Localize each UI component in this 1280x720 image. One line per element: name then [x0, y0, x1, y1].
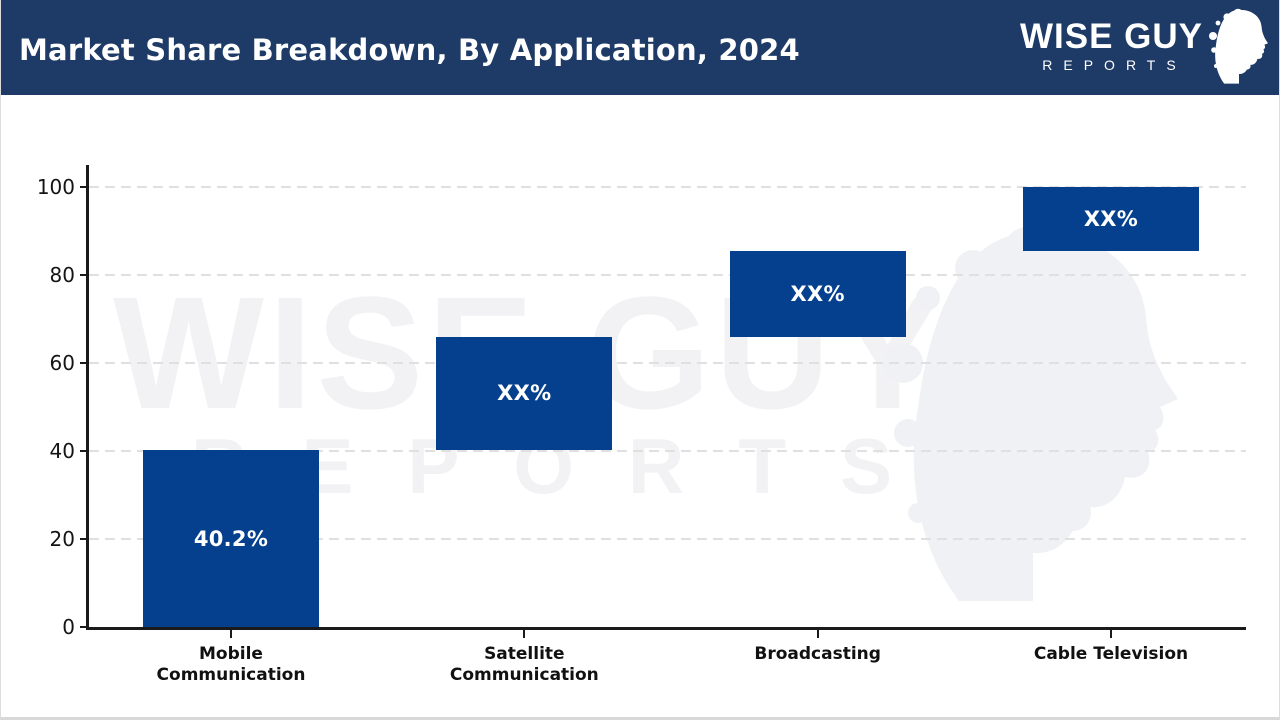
x-tickmark	[230, 630, 232, 638]
logo-head-icon	[1209, 8, 1268, 84]
y-tick-label: 20	[49, 527, 75, 551]
bar-value-label: XX%	[1083, 206, 1139, 231]
bar-value-label: XX%	[497, 381, 552, 406]
logo-wordmark: WISE GUY REPORTS	[1019, 16, 1203, 74]
bar: XX%	[1022, 187, 1199, 251]
bar: XX%	[729, 250, 906, 337]
x-category-label: Mobile Communication	[156, 644, 306, 686]
y-tick-label: 0	[62, 615, 75, 639]
x-category-label: Cable Television	[1033, 644, 1189, 664]
chart-title: Market Share Breakdown, By Application, …	[19, 33, 800, 67]
bar-value-label: 40.2%	[193, 526, 269, 551]
gridline	[89, 450, 1246, 452]
x-tickmark	[816, 630, 819, 638]
logo-wordmark-line1: WISE GUY	[1019, 16, 1203, 56]
gridline	[89, 186, 1246, 188]
x-category-label: Satellite Communication	[449, 644, 599, 686]
y-tick-label: 100	[36, 175, 75, 199]
logo-wordmark-line2: REPORTS	[1042, 57, 1187, 74]
y-axis-line	[86, 165, 89, 630]
gridline	[89, 274, 1246, 276]
y-tickmark	[80, 538, 89, 540]
x-tickmark	[1109, 630, 1112, 638]
y-tickmark	[80, 626, 89, 628]
y-tickmark	[80, 274, 89, 276]
gridline	[89, 538, 1246, 540]
bar: XX%	[436, 336, 613, 451]
chart-area: WISE GUY REPORTS 0 20 40 60 80 100 40.2% Mobile…	[1, 95, 1279, 717]
y-tickmark	[80, 362, 89, 364]
wise-guy-logo: WISE GUY REPORTS	[1020, 8, 1269, 84]
x-category-label: Broadcasting	[754, 644, 881, 664]
header: Market Share Breakdown, By Application, …	[1, 0, 1279, 95]
y-tickmark	[80, 450, 89, 452]
y-tick-label: 80	[49, 263, 75, 287]
y-tick-label: 60	[49, 351, 75, 375]
y-tick-label: 40	[49, 439, 75, 463]
y-tickmark	[80, 186, 89, 188]
x-axis-line	[86, 627, 1246, 630]
bar-value-label: XX%	[790, 281, 845, 306]
bar: 40.2%	[143, 450, 319, 627]
gridline	[89, 362, 1246, 364]
x-tickmark	[523, 630, 526, 638]
